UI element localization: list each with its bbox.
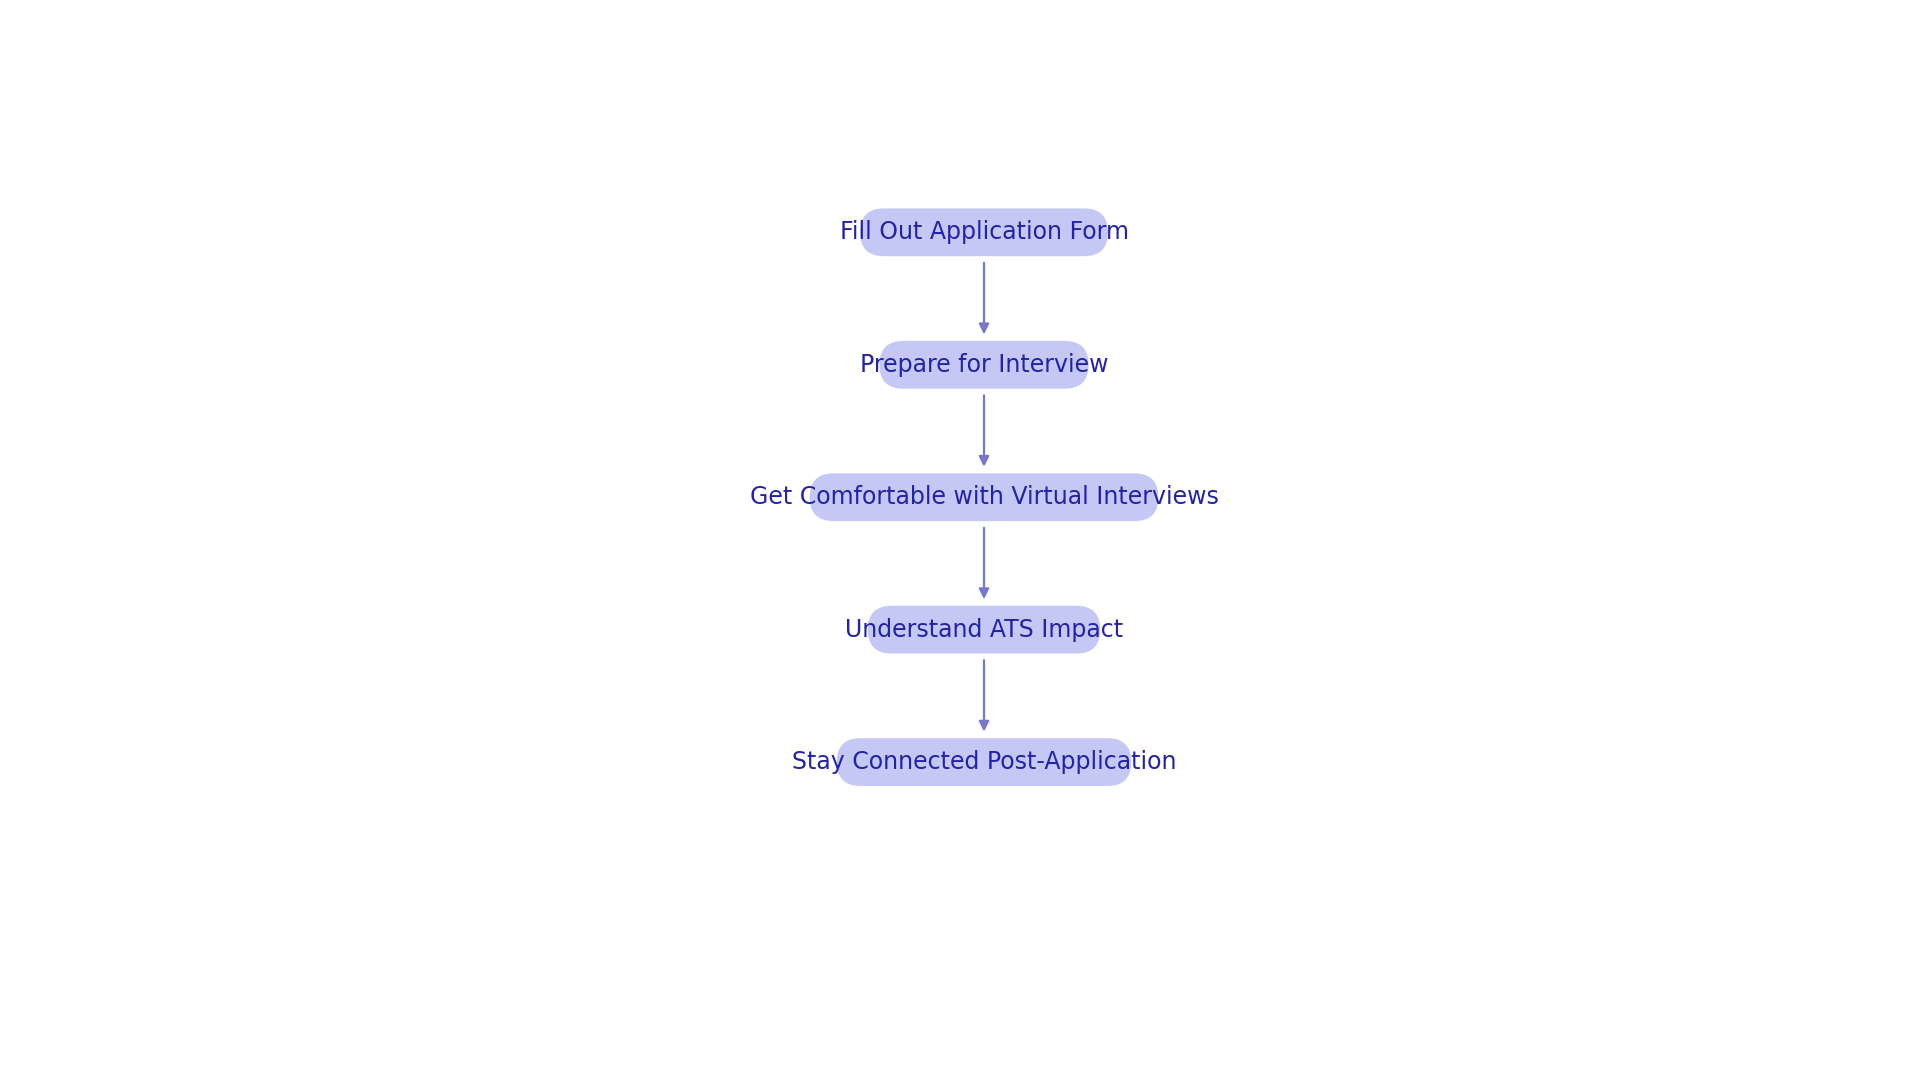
Text: Get Comfortable with Virtual Interviews: Get Comfortable with Virtual Interviews (749, 485, 1219, 509)
FancyBboxPatch shape (837, 739, 1131, 786)
Text: Fill Out Application Form: Fill Out Application Form (839, 220, 1129, 245)
FancyBboxPatch shape (810, 473, 1158, 521)
FancyBboxPatch shape (860, 208, 1108, 257)
Text: Understand ATS Impact: Understand ATS Impact (845, 617, 1123, 642)
Text: Stay Connected Post-Application: Stay Connected Post-Application (791, 751, 1177, 774)
FancyBboxPatch shape (868, 605, 1100, 653)
FancyBboxPatch shape (879, 341, 1089, 389)
Text: Prepare for Interview: Prepare for Interview (860, 353, 1108, 377)
